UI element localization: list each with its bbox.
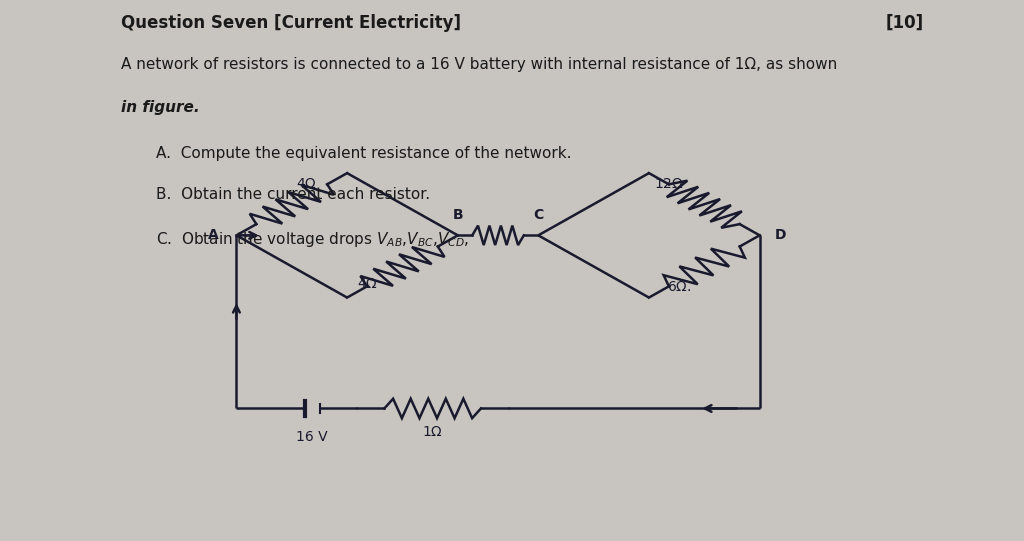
Text: 1$\Omega$: 1$\Omega$ [422,425,443,439]
Text: in figure.: in figure. [121,100,200,115]
Text: A network of resistors is connected to a 16 V battery with internal resistance o: A network of resistors is connected to a… [121,57,837,72]
Text: A.  Compute the equivalent resistance of the network.: A. Compute the equivalent resistance of … [156,146,571,161]
Text: B: B [453,208,463,222]
Text: C.  Obtain the voltage drops $V_{AB}$,$V_{BC}$,$V_{CD}$,: C. Obtain the voltage drops $V_{AB}$,$V_… [156,230,469,249]
Text: 6$\Omega$.: 6$\Omega$. [667,280,691,294]
Text: 4$\Omega$: 4$\Omega$ [296,177,317,191]
Text: D: D [775,228,786,242]
Text: 16 V: 16 V [296,430,328,444]
Text: A: A [208,228,218,242]
Text: Question Seven [Current Electricity]: Question Seven [Current Electricity] [121,14,461,31]
Text: B.  Obtain the current each resistor.: B. Obtain the current each resistor. [156,187,430,202]
Text: C: C [534,208,544,222]
Text: 12$\Omega$: 12$\Omega$ [654,177,684,191]
Text: [10]: [10] [886,14,924,31]
Text: 4$\Omega$: 4$\Omega$ [356,278,378,291]
